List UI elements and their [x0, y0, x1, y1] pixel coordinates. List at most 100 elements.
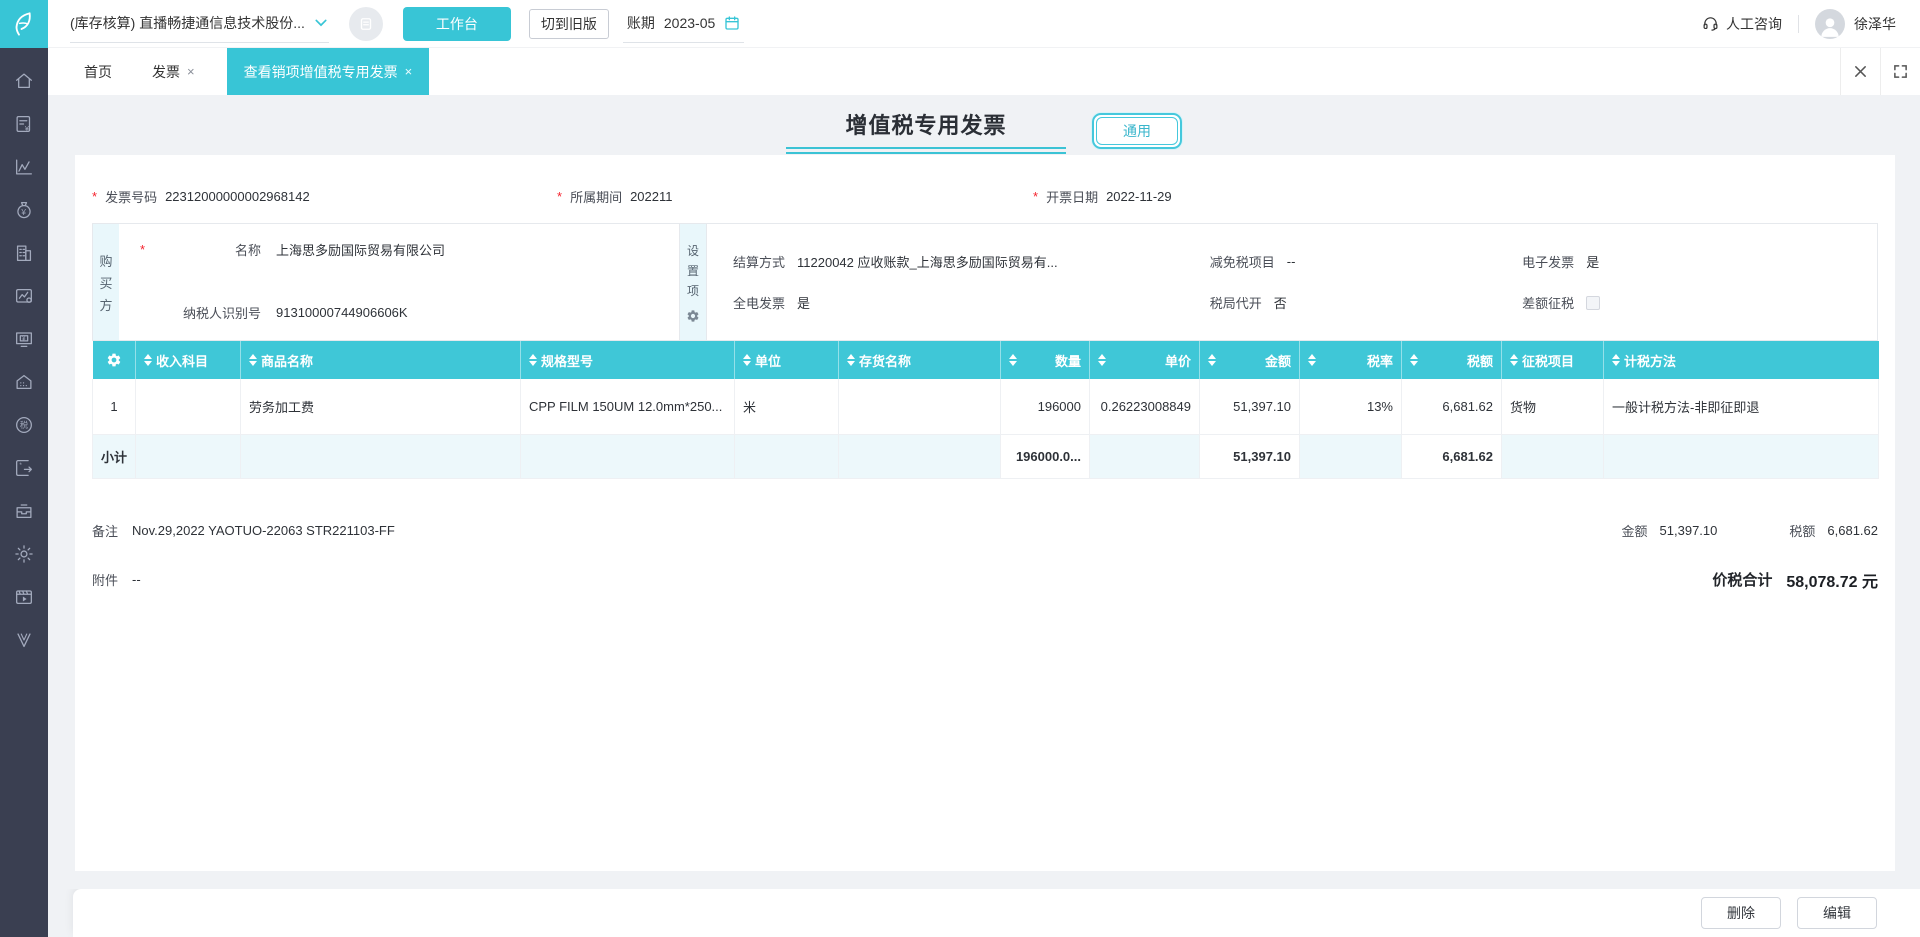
invoice-details: 结算方式 11220042 应收账款_上海思多励国际贸易有... 减免税项目 -… [707, 224, 1877, 340]
field-value: 91310000744906606K [276, 305, 408, 320]
cell-inventory-name [838, 379, 1001, 435]
tab-home[interactable]: 首页 [80, 48, 116, 95]
app-logo[interactable] [0, 0, 48, 48]
required-mark: * [1033, 189, 1039, 204]
close-icon[interactable]: × [404, 64, 413, 79]
close-icon[interactable]: × [187, 64, 195, 79]
field-label: 差额征税 [1522, 296, 1575, 311]
buyer-taxid-field: 纳税人识别号 91310000744906606K [119, 303, 679, 322]
svg-text:¥: ¥ [22, 336, 26, 342]
delete-button[interactable]: 删除 [1701, 897, 1781, 929]
sidebar-chart-icon[interactable] [12, 155, 36, 179]
badge-label: 通用 [1096, 117, 1178, 145]
field-value: 是 [797, 296, 811, 311]
sort-icon [529, 354, 537, 366]
col-header-income-account[interactable]: 收入科目 [135, 341, 241, 379]
subtotal-amount: 51,397.10 [1199, 434, 1300, 479]
title-row: 增值税专用发票 通用 [48, 108, 1920, 154]
col-header-amount[interactable]: 金额 [1199, 341, 1300, 379]
sidebar-settings-icon[interactable] [12, 542, 36, 566]
title-underline [786, 147, 1066, 154]
cell-product-name: 劳务加工费 [240, 379, 521, 435]
field-value: 上海思多励国际贸易有限公司 [276, 243, 446, 258]
quick-note-button[interactable] [348, 6, 383, 41]
sidebar-cashier-icon[interactable]: ¥ [12, 327, 36, 351]
settlement-field: 结算方式 11220042 应收账款_上海思多励国际贸易有... [733, 252, 1210, 271]
remark-label: 备注 [92, 523, 119, 539]
col-header-tax-rate[interactable]: 税率 [1299, 341, 1402, 379]
col-header-product-name[interactable]: 商品名称 [240, 341, 521, 379]
field-value: 22312000000002968142 [165, 189, 310, 204]
sidebar-v-logo-icon[interactable] [12, 628, 36, 652]
col-header-tax-item[interactable]: 征税项目 [1501, 341, 1604, 379]
invoice-top-fields: * 发票号码 22312000000002968142 * 所属期间 20221… [75, 155, 1895, 206]
main-column: (库存核算) 直播畅捷通信息技术股份... 工作台 切到旧版 账期 2023-0… [48, 0, 1920, 937]
buyer-name-field: * 名称 上海思多励国际贸易有限公司 [119, 240, 679, 259]
fullscreen-button[interactable] [1880, 48, 1920, 95]
col-header-inventory-name[interactable]: 存货名称 [838, 341, 1001, 379]
close-all-tabs-button[interactable] [1840, 48, 1880, 95]
live-support-button[interactable]: 人工咨询 [1702, 14, 1782, 34]
cell-tax-method: 一般计税方法-非即征即退 [1603, 379, 1879, 435]
tab-invoice[interactable]: 发票 × [148, 48, 199, 95]
tab-label: 首页 [84, 63, 112, 80]
col-header-quantity[interactable]: 数量 [1000, 341, 1090, 379]
headset-icon [1703, 17, 1718, 31]
username[interactable]: 徐泽华 [1854, 15, 1896, 32]
sort-icon [1208, 354, 1216, 366]
col-header-unit[interactable]: 单位 [734, 341, 839, 379]
cell-unit: 米 [734, 379, 839, 435]
settings-strip-button[interactable]: 设置项 [679, 224, 707, 340]
remark-value: Nov.29,2022 YAOTUO-22063 STR221103-FF [132, 522, 395, 538]
column-settings-button[interactable] [92, 341, 136, 379]
sort-icon [743, 354, 751, 366]
tab-view-output-vat-invoice[interactable]: 查看销项增值税专用发票 × [226, 48, 430, 95]
required-mark: * [557, 189, 563, 204]
period-label: 账期 [626, 15, 655, 31]
chevron-down-icon [315, 19, 327, 27]
diff-taxation-checkbox[interactable] [1586, 295, 1601, 310]
total-label: 价税合计 [1712, 572, 1773, 589]
table-row: 1 劳务加工费 CPP FILM 150UM 12.0mm*250... 米 1… [92, 379, 1879, 435]
switch-old-version-button[interactable]: 切到旧版 [528, 8, 609, 39]
col-header-unit-price[interactable]: 单价 [1089, 341, 1200, 379]
gear-icon [687, 309, 699, 322]
remark-row: 备注 Nov.29,2022 YAOTUO-22063 STR221103-FF… [92, 521, 1878, 540]
col-header-tax-amount[interactable]: 税额 [1401, 341, 1502, 379]
avatar[interactable] [1815, 8, 1845, 39]
cell-unit-price: 0.26223008849 [1089, 379, 1200, 435]
tabbar: 首页 发票 × 查看销项增值税专用发票 × [48, 48, 1920, 95]
sidebar-video-icon[interactable] [12, 585, 36, 609]
sidebar-transfer-icon[interactable]: * [12, 456, 36, 480]
sidebar-archive-icon[interactable] [12, 499, 36, 523]
col-header-spec-model[interactable]: 规格型号 [520, 341, 735, 379]
amount-value: 51,397.10 [1659, 522, 1718, 538]
col-header-tax-method[interactable]: 计税方法 [1603, 341, 1879, 379]
company-selector[interactable]: (库存核算) 直播畅捷通信息技术股份... [70, 4, 329, 43]
calendar-icon[interactable] [724, 15, 740, 31]
sidebar-inventory-icon[interactable] [12, 370, 36, 394]
sidebar-home-icon[interactable] [12, 69, 36, 93]
action-bar: 删除 编辑 [73, 889, 1920, 937]
electronic-invoice-field: 电子发票 是 [1522, 252, 1851, 271]
sidebar-funds-icon[interactable]: ¥ [12, 198, 36, 222]
sort-icon [847, 354, 855, 366]
sort-icon [1510, 354, 1518, 366]
edit-button[interactable]: 编辑 [1797, 897, 1877, 929]
field-value: 否 [1273, 296, 1287, 311]
field-value: 11220042 应收账款_上海思多励国际贸易有... [797, 255, 1058, 270]
table-header-row: 收入科目 商品名称 规格型号 单位 存货名称 数量 单价 金额 税率 税额 征税… [92, 341, 1879, 379]
workbench-button[interactable]: 工作台 [402, 6, 511, 41]
page-title: 增值税专用发票 [845, 113, 1007, 138]
user-icon [1821, 17, 1839, 37]
content-area: 增值税专用发票 通用 * 发票号码 22312000000002968142 [48, 95, 1920, 889]
sidebar-company-icon[interactable] [12, 241, 36, 265]
cell-quantity: 196000 [1000, 379, 1090, 435]
sidebar-tax-icon[interactable]: 税 [12, 413, 36, 437]
period-value[interactable]: 2023-05 [663, 15, 716, 31]
amount-label: 金额 [1621, 523, 1648, 539]
sidebar-report-icon[interactable] [12, 284, 36, 308]
required-mark: * [92, 189, 98, 204]
sidebar-bill-icon[interactable]: ¥ [12, 112, 36, 136]
field-label: 纳税人识别号 [182, 306, 261, 321]
